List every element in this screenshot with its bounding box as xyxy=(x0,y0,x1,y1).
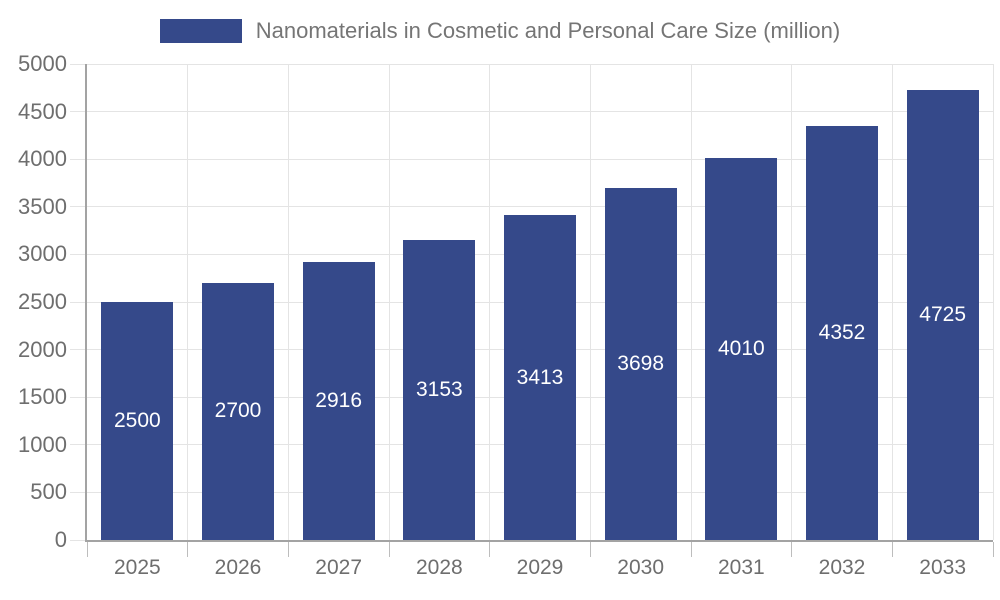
bar-2030[interactable]: 3698 xyxy=(604,187,677,540)
bar-value-label: 3153 xyxy=(415,377,463,401)
bar-2029[interactable]: 3413 xyxy=(504,215,576,540)
bar-value-label: 2500 xyxy=(113,409,161,432)
y-axis-tick-label: 4500 xyxy=(18,98,67,124)
legend-label: Nanomaterials in Cosmetic and Personal C… xyxy=(255,18,841,43)
y-axis-tick-label: 3000 xyxy=(18,241,67,267)
gridline-vertical xyxy=(992,64,994,540)
x-axis-tick xyxy=(589,542,591,557)
gridline-vertical xyxy=(690,64,692,540)
gridline-vertical xyxy=(791,64,793,540)
y-axis-tick-label: 500 xyxy=(30,479,67,505)
gridline-vertical xyxy=(388,64,390,540)
y-axis-tick-label: 4000 xyxy=(18,146,67,172)
x-axis-tick xyxy=(489,542,491,557)
gridline-vertical xyxy=(187,64,189,540)
y-axis-tick-label: 0 xyxy=(54,527,67,552)
gridline-horizontal xyxy=(87,111,993,113)
x-axis-tick xyxy=(791,542,793,557)
bar-2031[interactable]: 4010 xyxy=(705,158,778,540)
bar-value-label: 3413 xyxy=(516,365,564,389)
x-axis-tick-label: 2032 xyxy=(818,556,866,579)
y-axis-tick xyxy=(70,444,85,446)
y-axis-tick xyxy=(70,253,85,255)
bar-2033[interactable]: 4725 xyxy=(906,90,979,540)
x-axis-tick-label: 2030 xyxy=(617,556,665,579)
x-axis-line xyxy=(85,540,993,542)
bar-2025[interactable]: 2500 xyxy=(101,302,174,540)
bar-2026[interactable]: 2700 xyxy=(202,282,274,540)
y-axis-tick-label: 1000 xyxy=(18,431,67,457)
x-axis-tick xyxy=(86,542,88,557)
gridline-vertical xyxy=(287,64,289,540)
y-axis-tick-label: 2500 xyxy=(18,289,67,314)
x-axis-tick-label: 2026 xyxy=(214,556,262,579)
x-axis-tick-label: 2025 xyxy=(113,556,161,579)
y-axis-tick xyxy=(70,349,85,351)
y-axis-line xyxy=(85,64,87,542)
bar-value-label: 2700 xyxy=(214,399,262,423)
gridline-vertical xyxy=(489,64,491,540)
gridline-horizontal xyxy=(87,158,993,160)
y-axis-tick xyxy=(70,158,85,160)
bar-value-label: 4352 xyxy=(818,320,866,344)
y-axis-tick-label: 2000 xyxy=(18,336,67,362)
plot-area: 2500 2700 2916 3153 3413 3698 4010 4352 4725 0 50… xyxy=(18,53,994,579)
y-axis-tick xyxy=(70,63,85,65)
y-axis-tick xyxy=(70,111,85,113)
bar-value-label: 2916 xyxy=(315,389,363,413)
x-axis-tick xyxy=(287,542,289,557)
y-axis-tick xyxy=(70,539,85,541)
y-axis-tick-label: 5000 xyxy=(18,51,67,76)
bar-2032[interactable]: 4352 xyxy=(806,125,878,540)
legend-swatch-icon xyxy=(159,19,242,43)
x-axis-tick xyxy=(690,542,692,557)
y-axis-tick xyxy=(70,396,85,398)
x-axis-tick-label: 2027 xyxy=(315,556,363,579)
bar-value-label: 4010 xyxy=(717,337,765,361)
x-axis-tick-label: 2028 xyxy=(415,556,463,579)
x-axis-tick-label: 2033 xyxy=(919,556,967,579)
y-axis-tick-label: 1500 xyxy=(18,384,67,410)
gridline-vertical xyxy=(589,64,591,540)
y-axis-tick xyxy=(70,206,85,208)
y-axis-tick xyxy=(70,301,85,303)
bar-value-label: 4725 xyxy=(919,303,967,327)
x-axis-tick-label: 2031 xyxy=(717,556,765,579)
x-axis-tick-label: 2029 xyxy=(516,556,564,579)
gridline-horizontal xyxy=(87,206,993,208)
legend[interactable]: Nanomaterials in Cosmetic and Personal C… xyxy=(0,14,1000,48)
x-axis-tick xyxy=(187,542,189,557)
gridline-vertical xyxy=(891,64,893,540)
y-axis-tick-label: 3500 xyxy=(18,193,67,219)
bar-value-label: 3698 xyxy=(617,351,665,375)
x-axis-tick xyxy=(992,542,994,557)
x-axis-tick xyxy=(891,542,893,557)
y-axis-tick xyxy=(70,491,85,493)
x-axis-tick xyxy=(388,542,390,557)
gridline-horizontal xyxy=(87,63,993,65)
bar-2027[interactable]: 2916 xyxy=(302,262,375,540)
bar-2028[interactable]: 3153 xyxy=(403,239,476,540)
